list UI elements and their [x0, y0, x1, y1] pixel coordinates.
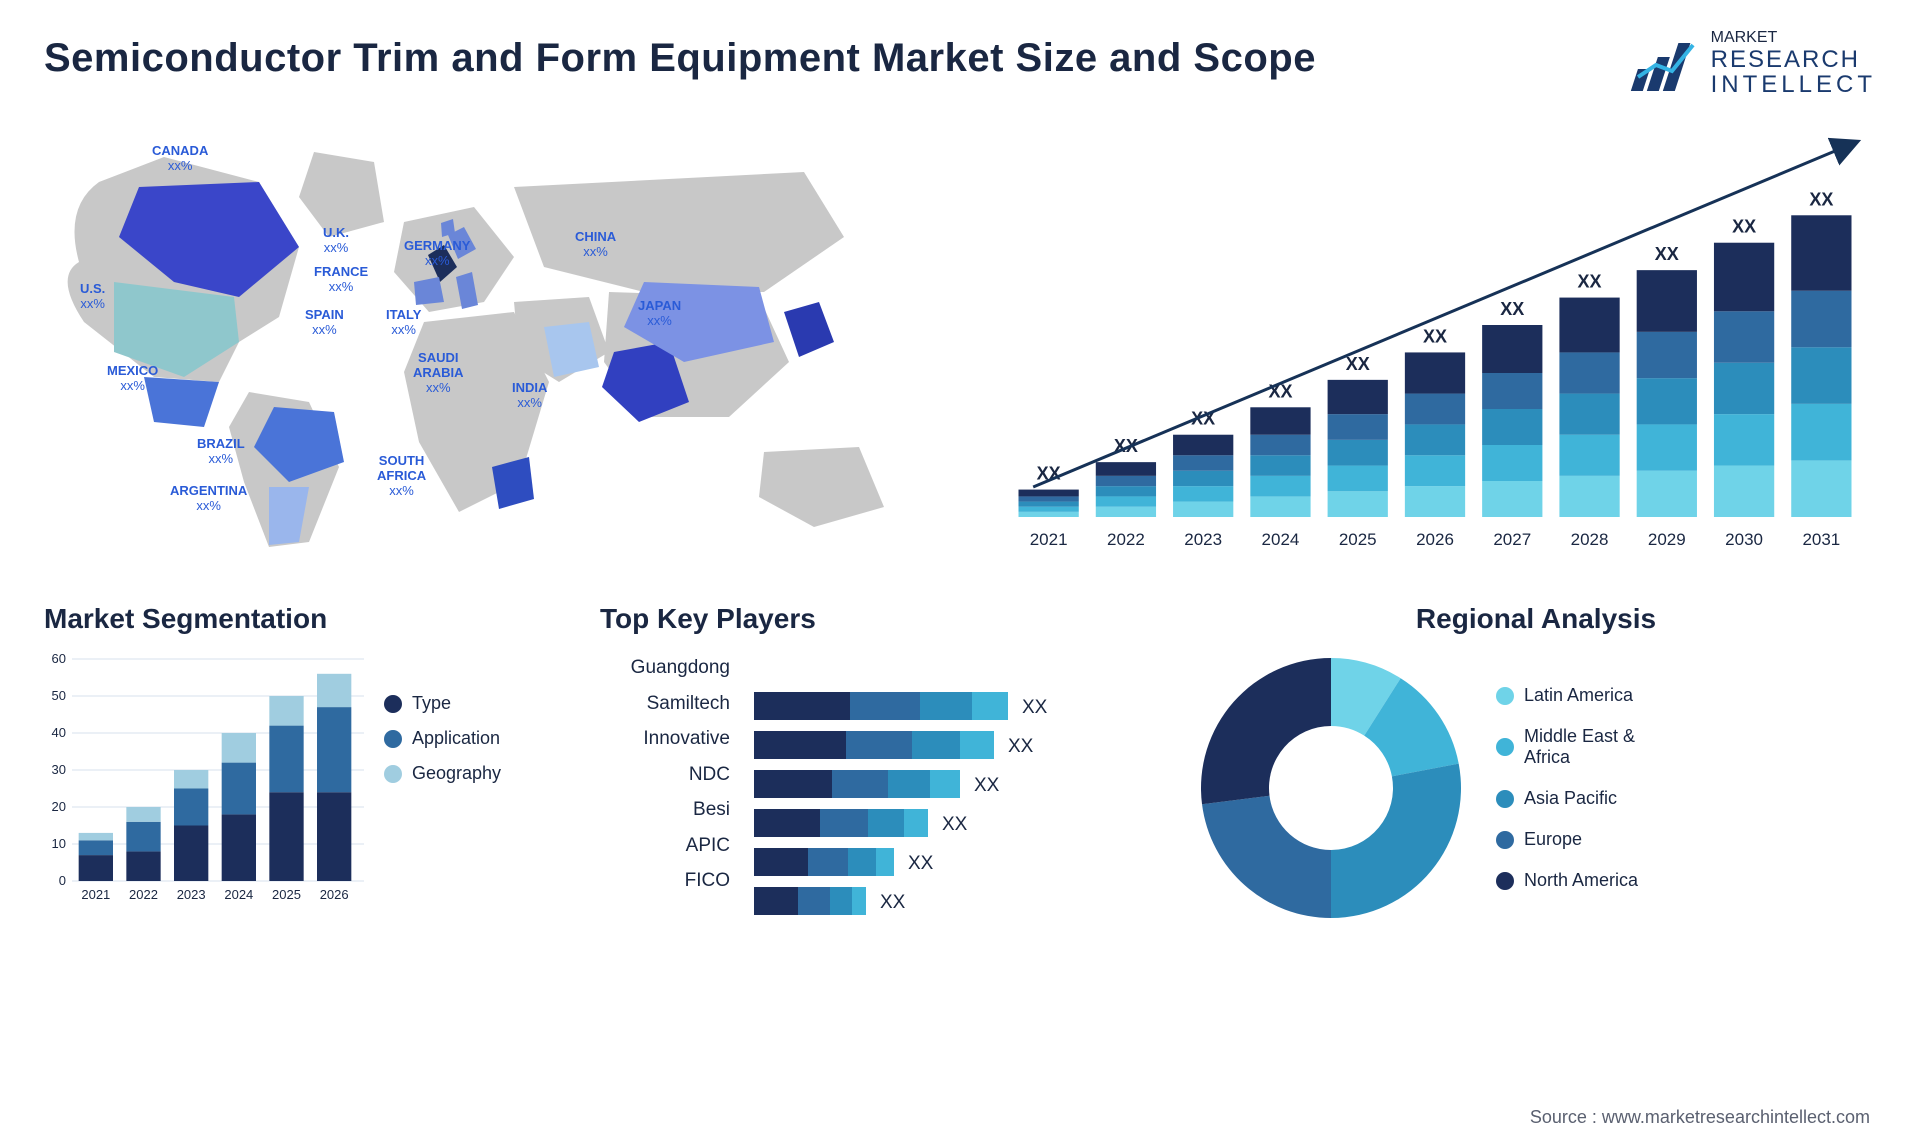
svg-text:XX: XX [1500, 299, 1524, 319]
svg-text:XX: XX [1423, 327, 1447, 347]
player-label-guangdong: Guangdong [600, 657, 730, 679]
map-callout-germany: GERMANYxx% [404, 239, 470, 269]
svg-text:2025: 2025 [1339, 530, 1377, 549]
svg-text:10: 10 [52, 836, 66, 851]
regions-panel: Regional Analysis Latin America Middle Ea… [1196, 603, 1876, 923]
svg-text:2024: 2024 [1262, 530, 1300, 549]
region-legend-asia-pacific: Asia Pacific [1496, 788, 1638, 809]
legend-item-application: Application [384, 728, 501, 749]
map-callout-u-s-: U.S.xx% [80, 282, 105, 312]
brand-line-3: INTELLECT [1711, 72, 1876, 97]
footer-source: Source : www.marketresearchintellect.com [1530, 1107, 1870, 1128]
players-bars-chart: XXXXXXXXXXXX [748, 653, 1160, 918]
brand-text: MARKET RESEARCH INTELLECT [1711, 30, 1876, 97]
svg-text:2023: 2023 [1184, 530, 1222, 549]
svg-text:XX: XX [1732, 217, 1756, 237]
player-label-ndc: NDC [600, 764, 730, 786]
svg-text:XX: XX [908, 853, 934, 874]
region-legend-europe: Europe [1496, 829, 1638, 850]
map-callout-japan: JAPANxx% [638, 299, 681, 329]
svg-text:2029: 2029 [1648, 530, 1686, 549]
header: Semiconductor Trim and Form Equipment Ma… [44, 36, 1876, 97]
regions-legend: Latin America Middle East &Africa Asia Pac… [1496, 685, 1638, 891]
svg-text:60: 60 [52, 653, 66, 666]
map-callout-saudi-arabia: SAUDIARABIAxx% [413, 351, 464, 396]
player-label-besi: Besi [600, 799, 730, 821]
svg-text:40: 40 [52, 725, 66, 740]
row-2: Market Segmentation 0 10 20 30 40 50 60 2021 202… [44, 603, 1876, 923]
player-label-fico: FICO [600, 870, 730, 892]
svg-text:XX: XX [974, 775, 1000, 796]
brand-logo: MARKET RESEARCH INTELLECT [1627, 30, 1876, 97]
svg-text:XX: XX [1655, 244, 1679, 264]
map-callout-spain: SPAINxx% [305, 308, 344, 338]
row-1: CANADAxx% U.S.xx% MEXICOxx% BRAZILxx% ARGENT… [44, 127, 1876, 557]
region-legend-north-america: North America [1496, 870, 1638, 891]
map-callout-u-k-: U.K.xx% [323, 226, 349, 256]
brand-line-1: MARKET [1711, 30, 1876, 47]
brand-bars-icon [1627, 35, 1697, 93]
svg-text:2030: 2030 [1725, 530, 1763, 549]
svg-text:XX: XX [1578, 272, 1602, 292]
svg-text:50: 50 [52, 688, 66, 703]
svg-text:2027: 2027 [1493, 530, 1531, 549]
players-labels: Guangdong Samiltech Innovative NDC Besi APIC F… [600, 657, 730, 918]
main-growth-chart: XX 2021 XX 2022 XX 2023 XX 2024 XX 2025 XX 2026 XX 20… [984, 127, 1876, 557]
map-callout-india: INDIAxx% [512, 381, 547, 411]
brand-line-2: RESEARCH [1711, 47, 1876, 72]
svg-text:2023: 2023 [177, 887, 206, 902]
segmentation-panel: Market Segmentation 0 10 20 30 40 50 60 2021 202… [44, 603, 564, 923]
svg-text:2022: 2022 [1107, 530, 1145, 549]
svg-text:2026: 2026 [1416, 530, 1454, 549]
svg-text:XX: XX [1022, 697, 1048, 718]
legend-item-type: Type [384, 693, 501, 714]
segmentation-legend: Type Application Geography [384, 693, 501, 784]
segmentation-chart: 0 10 20 30 40 50 60 2021 2022 2023 2024 2025 2026 [44, 653, 364, 903]
map-callout-italy: ITALYxx% [386, 308, 421, 338]
svg-text:XX: XX [942, 814, 968, 835]
svg-text:XX: XX [880, 892, 906, 913]
world-map-panel: CANADAxx% U.S.xx% MEXICOxx% BRAZILxx% ARGENT… [44, 127, 944, 557]
players-heading: Top Key Players [600, 603, 1160, 635]
svg-text:20: 20 [52, 799, 66, 814]
segmentation-heading: Market Segmentation [44, 603, 564, 635]
regions-donut-chart [1196, 653, 1466, 923]
map-callout-brazil: BRAZILxx% [197, 437, 245, 467]
page-title: Semiconductor Trim and Form Equipment Ma… [44, 36, 1316, 81]
player-label-innovative: Innovative [600, 728, 730, 750]
svg-text:2025: 2025 [272, 887, 301, 902]
player-label-samiltech: Samiltech [600, 693, 730, 715]
svg-text:2024: 2024 [224, 887, 253, 902]
svg-text:2021: 2021 [1030, 530, 1068, 549]
svg-text:0: 0 [59, 873, 66, 888]
region-legend-latin-america: Latin America [1496, 685, 1638, 706]
player-label-apic: APIC [600, 835, 730, 857]
map-callout-china: CHINAxx% [575, 230, 616, 260]
svg-text:2028: 2028 [1571, 530, 1609, 549]
map-callout-south-africa: SOUTHAFRICAxx% [377, 454, 426, 499]
map-callout-argentina: ARGENTINAxx% [170, 484, 247, 514]
region-legend-middle-east-africa: Middle East &Africa [1496, 726, 1638, 768]
map-callout-france: FRANCExx% [314, 265, 368, 295]
svg-text:2026: 2026 [320, 887, 349, 902]
map-callout-canada: CANADAxx% [152, 144, 208, 174]
regions-heading: Regional Analysis [1196, 603, 1876, 635]
players-panel: Top Key Players Guangdong Samiltech Innova… [600, 603, 1160, 923]
svg-text:XX: XX [1346, 354, 1370, 374]
svg-text:2031: 2031 [1802, 530, 1840, 549]
svg-text:2021: 2021 [81, 887, 110, 902]
svg-text:XX: XX [1008, 736, 1034, 757]
svg-text:30: 30 [52, 762, 66, 777]
svg-text:2022: 2022 [129, 887, 158, 902]
svg-text:XX: XX [1809, 189, 1833, 209]
map-callout-mexico: MEXICOxx% [107, 364, 158, 394]
legend-item-geography: Geography [384, 763, 501, 784]
